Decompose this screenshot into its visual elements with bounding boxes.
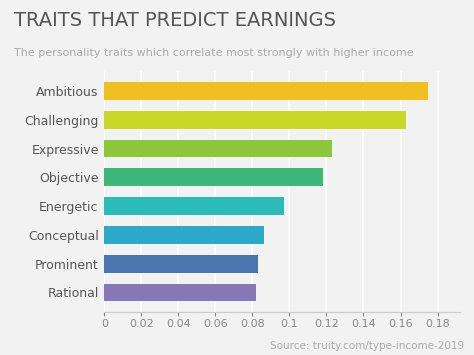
Bar: [104, 140, 332, 157]
Bar: [104, 197, 284, 215]
Bar: [104, 226, 264, 244]
Bar: [104, 284, 256, 301]
Bar: [104, 168, 323, 186]
Text: The personality traits which correlate most strongly with higher income: The personality traits which correlate m…: [14, 48, 414, 58]
Text: Source: truity.com/type-income-2019: Source: truity.com/type-income-2019: [270, 342, 465, 351]
Text: TRAITS THAT PREDICT EARNINGS: TRAITS THAT PREDICT EARNINGS: [14, 11, 336, 30]
Bar: [104, 255, 258, 273]
Bar: [104, 82, 428, 100]
Bar: [104, 111, 406, 129]
